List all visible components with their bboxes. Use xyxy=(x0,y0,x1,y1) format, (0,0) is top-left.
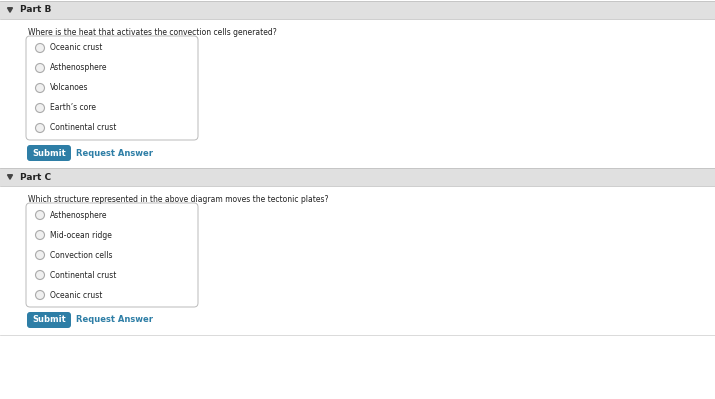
Text: Earth’s core: Earth’s core xyxy=(50,103,96,113)
Text: Submit: Submit xyxy=(32,316,66,324)
Text: Oceanic crust: Oceanic crust xyxy=(50,43,102,53)
Polygon shape xyxy=(7,8,12,12)
FancyBboxPatch shape xyxy=(27,312,71,328)
Polygon shape xyxy=(7,175,12,179)
Circle shape xyxy=(36,271,44,280)
Text: Mid-ocean ridge: Mid-ocean ridge xyxy=(50,231,112,239)
Text: Submit: Submit xyxy=(32,148,66,158)
Text: Request Answer: Request Answer xyxy=(76,316,153,324)
Circle shape xyxy=(36,43,44,53)
Text: Volcanoes: Volcanoes xyxy=(50,83,89,93)
Circle shape xyxy=(36,103,44,113)
FancyBboxPatch shape xyxy=(27,145,71,161)
Text: Continental crust: Continental crust xyxy=(50,124,117,132)
Text: Which structure represented in the above diagram moves the tectonic plates?: Which structure represented in the above… xyxy=(28,195,328,204)
Text: Asthenosphere: Asthenosphere xyxy=(50,63,107,73)
Text: Where is the heat that activates the convection cells generated?: Where is the heat that activates the con… xyxy=(28,28,277,37)
Text: Request Answer: Request Answer xyxy=(76,148,153,158)
Circle shape xyxy=(36,251,44,259)
Circle shape xyxy=(36,124,44,132)
Circle shape xyxy=(36,231,44,239)
FancyBboxPatch shape xyxy=(0,1,715,19)
FancyBboxPatch shape xyxy=(26,203,198,307)
Text: Convection cells: Convection cells xyxy=(50,251,112,259)
Text: Continental crust: Continental crust xyxy=(50,271,117,280)
FancyBboxPatch shape xyxy=(0,168,715,186)
Text: Asthenosphere: Asthenosphere xyxy=(50,211,107,219)
Circle shape xyxy=(36,290,44,300)
FancyBboxPatch shape xyxy=(26,36,198,140)
Text: Part B: Part B xyxy=(20,6,51,14)
Text: Part C: Part C xyxy=(20,172,51,182)
Circle shape xyxy=(36,211,44,219)
Text: Oceanic crust: Oceanic crust xyxy=(50,290,102,300)
Circle shape xyxy=(36,63,44,73)
Circle shape xyxy=(36,83,44,93)
